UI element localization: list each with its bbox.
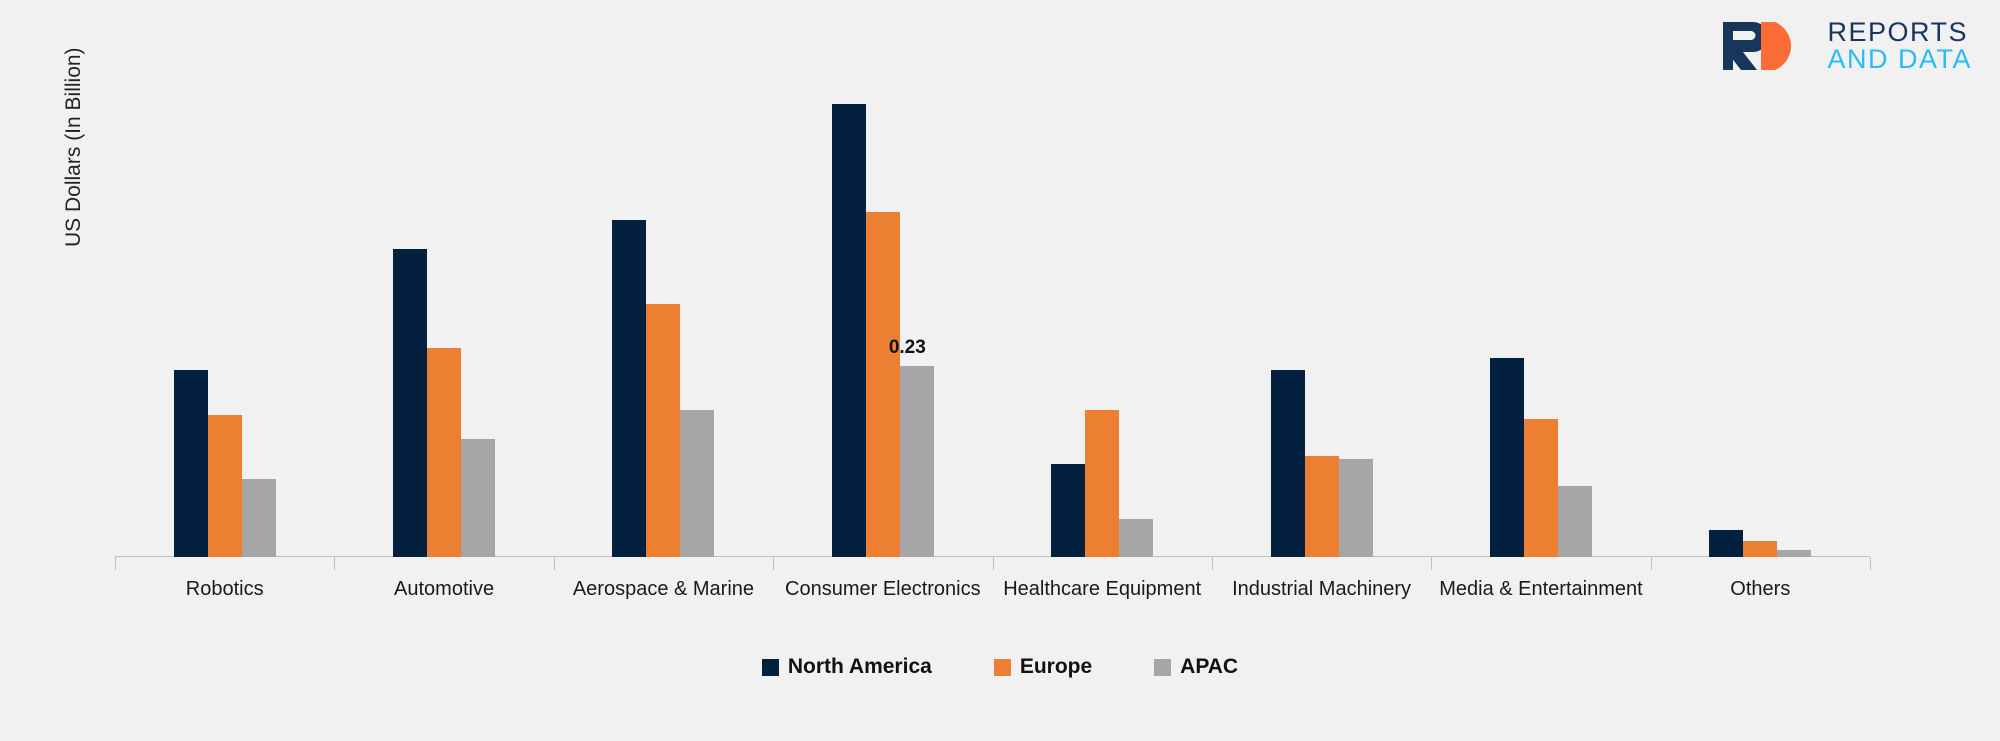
x-axis-tick — [1431, 557, 1433, 570]
legend-label-apac: APAC — [1180, 655, 1239, 678]
x-axis-label: Robotics — [185, 578, 264, 600]
x-axis-tick — [1650, 557, 1652, 570]
legend-swatch-apac — [1154, 658, 1172, 676]
bar-na[interactable] — [831, 104, 866, 557]
legend-swatch-europe — [993, 658, 1011, 676]
bar-na[interactable] — [612, 220, 647, 557]
bar-group-bars — [1709, 100, 1812, 557]
legend-label-north-america: North America — [787, 655, 932, 678]
legend-label-europe: Europe — [1019, 655, 1093, 678]
bar-ap[interactable] — [241, 479, 276, 557]
y-axis-label: US Dollars (In Billion) — [62, 47, 85, 247]
bar-ap[interactable] — [1119, 518, 1154, 557]
bar-group-bars — [173, 100, 276, 557]
bar-group-bars — [612, 100, 715, 557]
bar-group — [831, 100, 934, 557]
bar-group-bars — [1270, 100, 1373, 557]
bar-eu[interactable] — [1085, 410, 1120, 557]
x-axis-line — [115, 556, 1870, 557]
bar-eu[interactable] — [1743, 541, 1778, 557]
bar-ap[interactable] — [1338, 459, 1373, 557]
bar-na[interactable] — [1051, 464, 1086, 557]
bar-na[interactable] — [393, 248, 428, 557]
x-axis-tick — [773, 557, 775, 570]
x-axis-tick — [115, 557, 116, 570]
bar-group-bars — [831, 100, 934, 557]
bar-eu[interactable] — [427, 348, 462, 557]
x-axis-tick — [1870, 557, 1871, 570]
bar-value-label: 0.23 — [888, 337, 926, 359]
bar-group — [1489, 100, 1592, 557]
x-axis-label: Consumer Electronics — [785, 578, 981, 600]
logo-line-and-data: AND DATA — [1827, 44, 1972, 74]
bar-group — [173, 100, 276, 557]
legend-item-apac[interactable]: APAC — [1154, 655, 1238, 679]
logo-wordmark: REPORTS AND DATA — [1827, 19, 1972, 73]
reports-and-data-logo: REPORTS AND DATA — [1719, 18, 1972, 74]
bar-group-bars — [1051, 100, 1154, 557]
bar-group — [1051, 100, 1154, 557]
bar-ap[interactable] — [1557, 485, 1592, 557]
bar-eu[interactable] — [646, 304, 681, 557]
legend-item-north-america[interactable]: North America — [761, 655, 932, 679]
legend-swatch-north-america — [761, 658, 779, 676]
bar-ap[interactable] — [680, 410, 715, 557]
x-axis-tick — [553, 557, 555, 570]
x-axis-tick — [334, 557, 336, 570]
x-axis-label: Aerospace & Marine — [572, 578, 755, 600]
x-axis-label: Automotive — [394, 578, 495, 600]
plot-area — [115, 100, 1870, 557]
bar-group — [612, 100, 715, 557]
bar-ap[interactable] — [1777, 549, 1812, 557]
bar-eu[interactable] — [1304, 455, 1339, 557]
bar-na[interactable] — [1270, 369, 1305, 557]
bar-group — [393, 100, 496, 557]
bar-group-bars — [393, 100, 496, 557]
x-axis-label: Healthcare Equipment — [1003, 578, 1202, 600]
x-axis-tick — [992, 557, 994, 570]
bar-eu[interactable] — [865, 212, 900, 557]
bar-group-bars — [1489, 100, 1592, 557]
rd-monogram-icon — [1719, 18, 1815, 74]
bar-eu[interactable] — [1523, 419, 1558, 557]
bar-ap[interactable] — [899, 366, 934, 557]
logo-line-reports: REPORTS — [1827, 17, 1969, 47]
bar-ap[interactable] — [461, 439, 496, 557]
x-axis-label: Media & Entertainment — [1439, 578, 1643, 600]
legend-item-europe[interactable]: Europe — [993, 655, 1093, 679]
bar-na[interactable] — [1709, 529, 1744, 557]
bar-group — [1709, 100, 1812, 557]
bar-na[interactable] — [173, 369, 208, 557]
x-axis-tick — [1211, 557, 1213, 570]
bar-eu[interactable] — [207, 415, 242, 557]
x-axis-label: Others — [1730, 578, 1791, 600]
bar-group — [1270, 100, 1373, 557]
x-axis-label: Industrial Machinery — [1232, 578, 1412, 600]
chart-legend: North America Europe APAC — [0, 655, 2000, 679]
bar-na[interactable] — [1489, 358, 1524, 557]
